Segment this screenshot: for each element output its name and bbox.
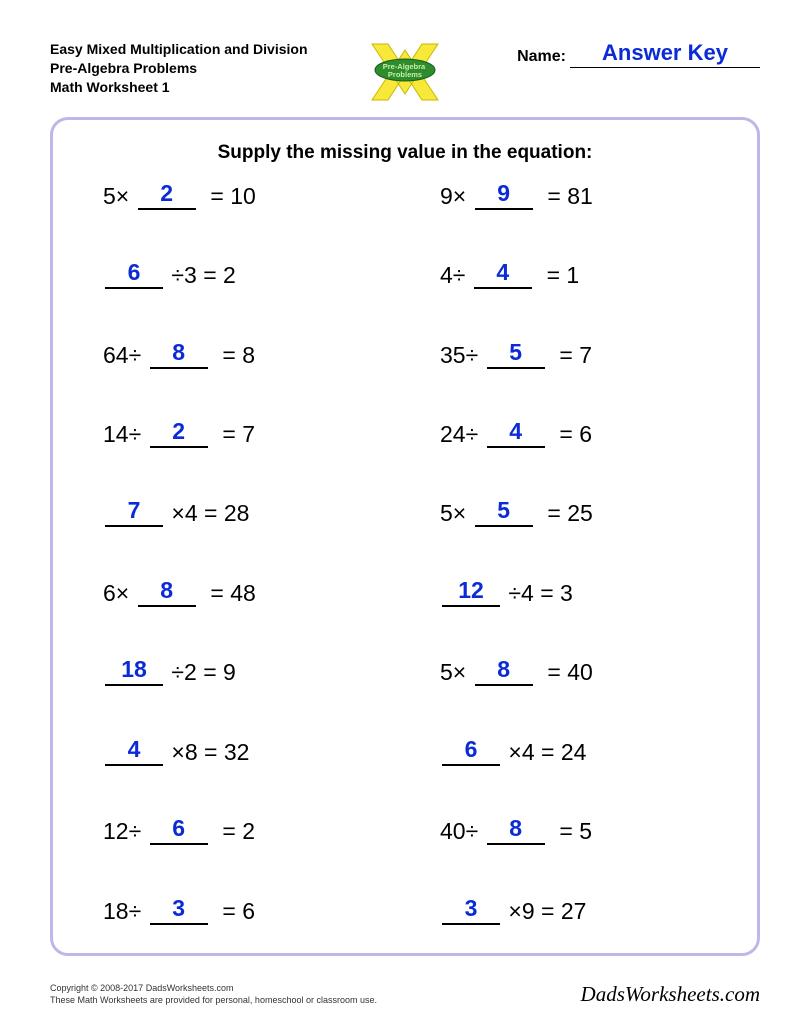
- problem-pre: 5×: [440, 500, 473, 527]
- answer-blank: 8: [150, 339, 208, 369]
- problem-17: 12÷ 6 = 2: [83, 815, 390, 845]
- answer-blank: 6: [442, 736, 500, 766]
- problem-19: 18÷ 3 = 6: [83, 895, 390, 925]
- problem-11: 6× 8 = 48: [83, 577, 390, 607]
- problem-15: 4 ×8 = 32: [83, 736, 390, 766]
- problem-post: = 7: [547, 342, 592, 369]
- svg-text:Pre-Algebra Proble: Pre-Algebra Problems: [383, 62, 428, 79]
- problem-post: ×8 = 32: [165, 739, 249, 766]
- problem-post: = 6: [547, 421, 592, 448]
- title-line-3: Math Worksheet 1: [50, 78, 308, 97]
- problem-post: = 1: [534, 262, 579, 289]
- problem-pre: 35÷: [440, 342, 485, 369]
- problem-post: = 25: [535, 500, 593, 527]
- answer-blank: 8: [475, 656, 533, 686]
- worksheet-title: Easy Mixed Multiplication and Division P…: [50, 40, 308, 97]
- problem-pre: 64÷: [103, 342, 148, 369]
- problem-pre: 24÷: [440, 421, 485, 448]
- problem-post: ×4 = 28: [165, 500, 249, 527]
- problem-post: = 7: [210, 421, 255, 448]
- problem-7: 14÷ 2 = 7: [83, 418, 390, 448]
- problem-pre: 5×: [440, 659, 473, 686]
- copyright-text: Copyright © 2008-2017 DadsWorksheets.com: [50, 982, 377, 995]
- problem-pre: 12÷: [103, 818, 148, 845]
- title-line-2: Pre-Algebra Problems: [50, 59, 308, 78]
- problems-grid: 5× 2 = 10 9× 9 = 81 6 ÷3 = 2 4÷ 4 = 1 64÷ 8 …: [83, 180, 727, 935]
- problem-pre: 18÷: [103, 898, 148, 925]
- problem-post: = 2: [210, 818, 255, 845]
- problem-4: 4÷ 4 = 1: [420, 259, 727, 289]
- footer-note: These Math Worksheets are provided for p…: [50, 994, 377, 1007]
- badge-icon: Pre-Algebra Problems: [362, 34, 448, 115]
- answer-blank: 8: [138, 577, 196, 607]
- worksheet-page: Easy Mixed Multiplication and Division P…: [0, 0, 810, 976]
- problem-post: ×4 = 24: [502, 739, 586, 766]
- problem-post: = 48: [198, 580, 256, 607]
- answer-blank: 4: [487, 418, 545, 448]
- problem-post: = 8: [210, 342, 255, 369]
- answer-blank: 3: [442, 895, 500, 925]
- answer-blank: 12: [442, 577, 500, 607]
- footer-brand: DadsWorksheets.com: [581, 982, 760, 1007]
- problem-post: ÷4 = 3: [502, 580, 573, 607]
- content-box: Supply the missing value in the equation…: [50, 117, 760, 956]
- problem-3: 6 ÷3 = 2: [83, 259, 390, 289]
- problem-pre: 5×: [103, 183, 136, 210]
- problem-14: 5× 8 = 40: [420, 656, 727, 686]
- problem-20: 3 ×9 = 27: [420, 895, 727, 925]
- answer-blank: 2: [138, 180, 196, 210]
- problem-6: 35÷ 5 = 7: [420, 339, 727, 369]
- name-label: Name:: [517, 48, 566, 68]
- answer-blank: 4: [105, 736, 163, 766]
- problem-post: ÷2 = 9: [165, 659, 236, 686]
- answer-blank: 3: [150, 895, 208, 925]
- answer-blank: 5: [487, 339, 545, 369]
- problem-9: 7 ×4 = 28: [83, 497, 390, 527]
- problem-5: 64÷ 8 = 8: [83, 339, 390, 369]
- problem-post: ÷3 = 2: [165, 262, 236, 289]
- instruction-text: Supply the missing value in the equation…: [83, 142, 727, 164]
- problem-13: 18 ÷2 = 9: [83, 656, 390, 686]
- problem-16: 6 ×4 = 24: [420, 736, 727, 766]
- problem-18: 40÷ 8 = 5: [420, 815, 727, 845]
- problem-pre: 4÷: [440, 262, 472, 289]
- header-row: Easy Mixed Multiplication and Division P…: [50, 40, 760, 97]
- footer-left: Copyright © 2008-2017 DadsWorksheets.com…: [50, 982, 377, 1007]
- problem-12: 12 ÷4 = 3: [420, 577, 727, 607]
- name-field: Name: Answer Key: [517, 40, 760, 68]
- problem-post: ×9 = 27: [502, 898, 586, 925]
- answer-blank: 6: [105, 259, 163, 289]
- problem-pre: 40÷: [440, 818, 485, 845]
- problem-post: = 81: [535, 183, 593, 210]
- problem-10: 5× 5 = 25: [420, 497, 727, 527]
- problem-pre: 9×: [440, 183, 473, 210]
- answer-blank: 5: [475, 497, 533, 527]
- problem-post: = 10: [198, 183, 256, 210]
- answer-blank: 8: [487, 815, 545, 845]
- answer-blank: 7: [105, 497, 163, 527]
- problem-post: = 5: [547, 818, 592, 845]
- answer-blank: 18: [105, 656, 163, 686]
- problem-post: = 40: [535, 659, 593, 686]
- title-line-1: Easy Mixed Multiplication and Division: [50, 40, 308, 59]
- footer: Copyright © 2008-2017 DadsWorksheets.com…: [0, 976, 810, 1025]
- problem-pre: 6×: [103, 580, 136, 607]
- problem-post: = 6: [210, 898, 255, 925]
- problem-8: 24÷ 4 = 6: [420, 418, 727, 448]
- answer-blank: 4: [474, 259, 532, 289]
- problem-1: 5× 2 = 10: [83, 180, 390, 210]
- problem-2: 9× 9 = 81: [420, 180, 727, 210]
- answer-blank: 6: [150, 815, 208, 845]
- answer-blank: 2: [150, 418, 208, 448]
- name-value: Answer Key: [570, 40, 760, 68]
- answer-blank: 9: [475, 180, 533, 210]
- problem-pre: 14÷: [103, 421, 148, 448]
